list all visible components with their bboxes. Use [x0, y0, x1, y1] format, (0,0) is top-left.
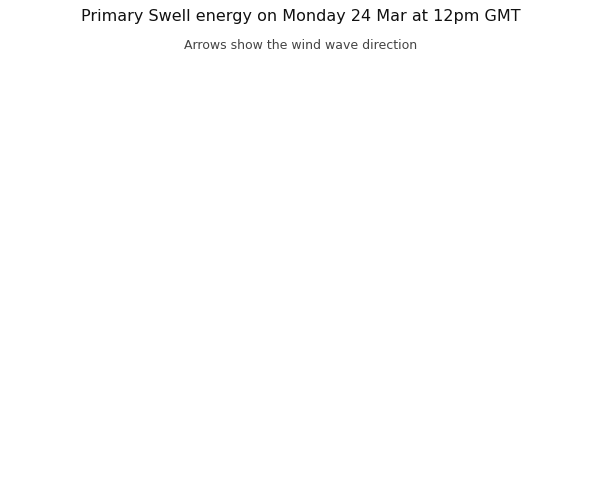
Text: Primary Swell energy on Monday 24 Mar at 12pm GMT: Primary Swell energy on Monday 24 Mar at…	[81, 9, 520, 24]
Text: Arrows show the wind wave direction: Arrows show the wind wave direction	[184, 39, 417, 52]
Text: cartopy required: cartopy required	[219, 263, 382, 282]
